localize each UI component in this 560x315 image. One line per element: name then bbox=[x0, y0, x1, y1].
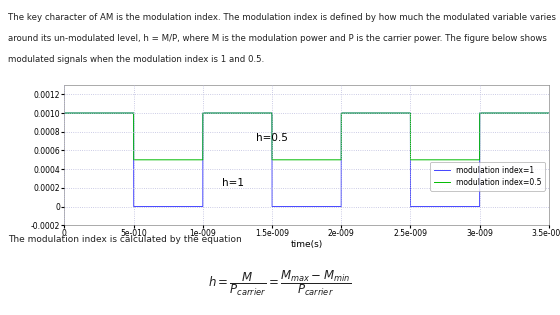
Legend: modulation index=1, modulation index=0.5: modulation index=1, modulation index=0.5 bbox=[431, 162, 545, 191]
modulation index=1 bbox=[545, 111, 552, 115]
modulation index=0.5 bbox=[545, 111, 552, 115]
Text: h=1: h=1 bbox=[222, 178, 244, 188]
modulation index=0.5 bbox=[90, 111, 96, 115]
modulation index=1 bbox=[419, 205, 426, 209]
Line: modulation index=0.5: modulation index=0.5 bbox=[64, 113, 549, 160]
Text: The key character of AM is the modulation index. The modulation index is defined: The key character of AM is the modulatio… bbox=[8, 13, 557, 22]
Text: $h = \dfrac{M}{P_{carrier}} = \dfrac{M_{max} - M_{min}}{P_{carrier}}$: $h = \dfrac{M}{P_{carrier}} = \dfrac{M_{… bbox=[208, 269, 352, 298]
modulation index=1 bbox=[164, 205, 171, 209]
modulation index=1 bbox=[531, 111, 538, 115]
modulation index=1 bbox=[118, 111, 125, 115]
Line: modulation index=1: modulation index=1 bbox=[64, 113, 549, 207]
X-axis label: time(s): time(s) bbox=[291, 240, 323, 249]
modulation index=0.5 bbox=[164, 158, 171, 162]
modulation index=1 bbox=[90, 111, 96, 115]
modulation index=1 bbox=[130, 205, 137, 209]
modulation index=1 bbox=[278, 205, 285, 209]
modulation index=0.5 bbox=[130, 158, 137, 162]
Text: modulated signals when the modulation index is 1 and 0.5.: modulated signals when the modulation in… bbox=[8, 55, 265, 65]
modulation index=0.5 bbox=[419, 158, 426, 162]
Text: h=0.5: h=0.5 bbox=[256, 133, 288, 143]
Text: The modulation index is calculated by the equation: The modulation index is calculated by th… bbox=[8, 235, 242, 244]
modulation index=0.5 bbox=[61, 111, 68, 115]
modulation index=1 bbox=[61, 111, 68, 115]
modulation index=0.5 bbox=[118, 111, 125, 115]
modulation index=0.5 bbox=[278, 158, 285, 162]
Text: around its un-modulated level, h = M/P, where M is the modulation power and P is: around its un-modulated level, h = M/P, … bbox=[8, 34, 547, 43]
modulation index=0.5 bbox=[531, 111, 538, 115]
